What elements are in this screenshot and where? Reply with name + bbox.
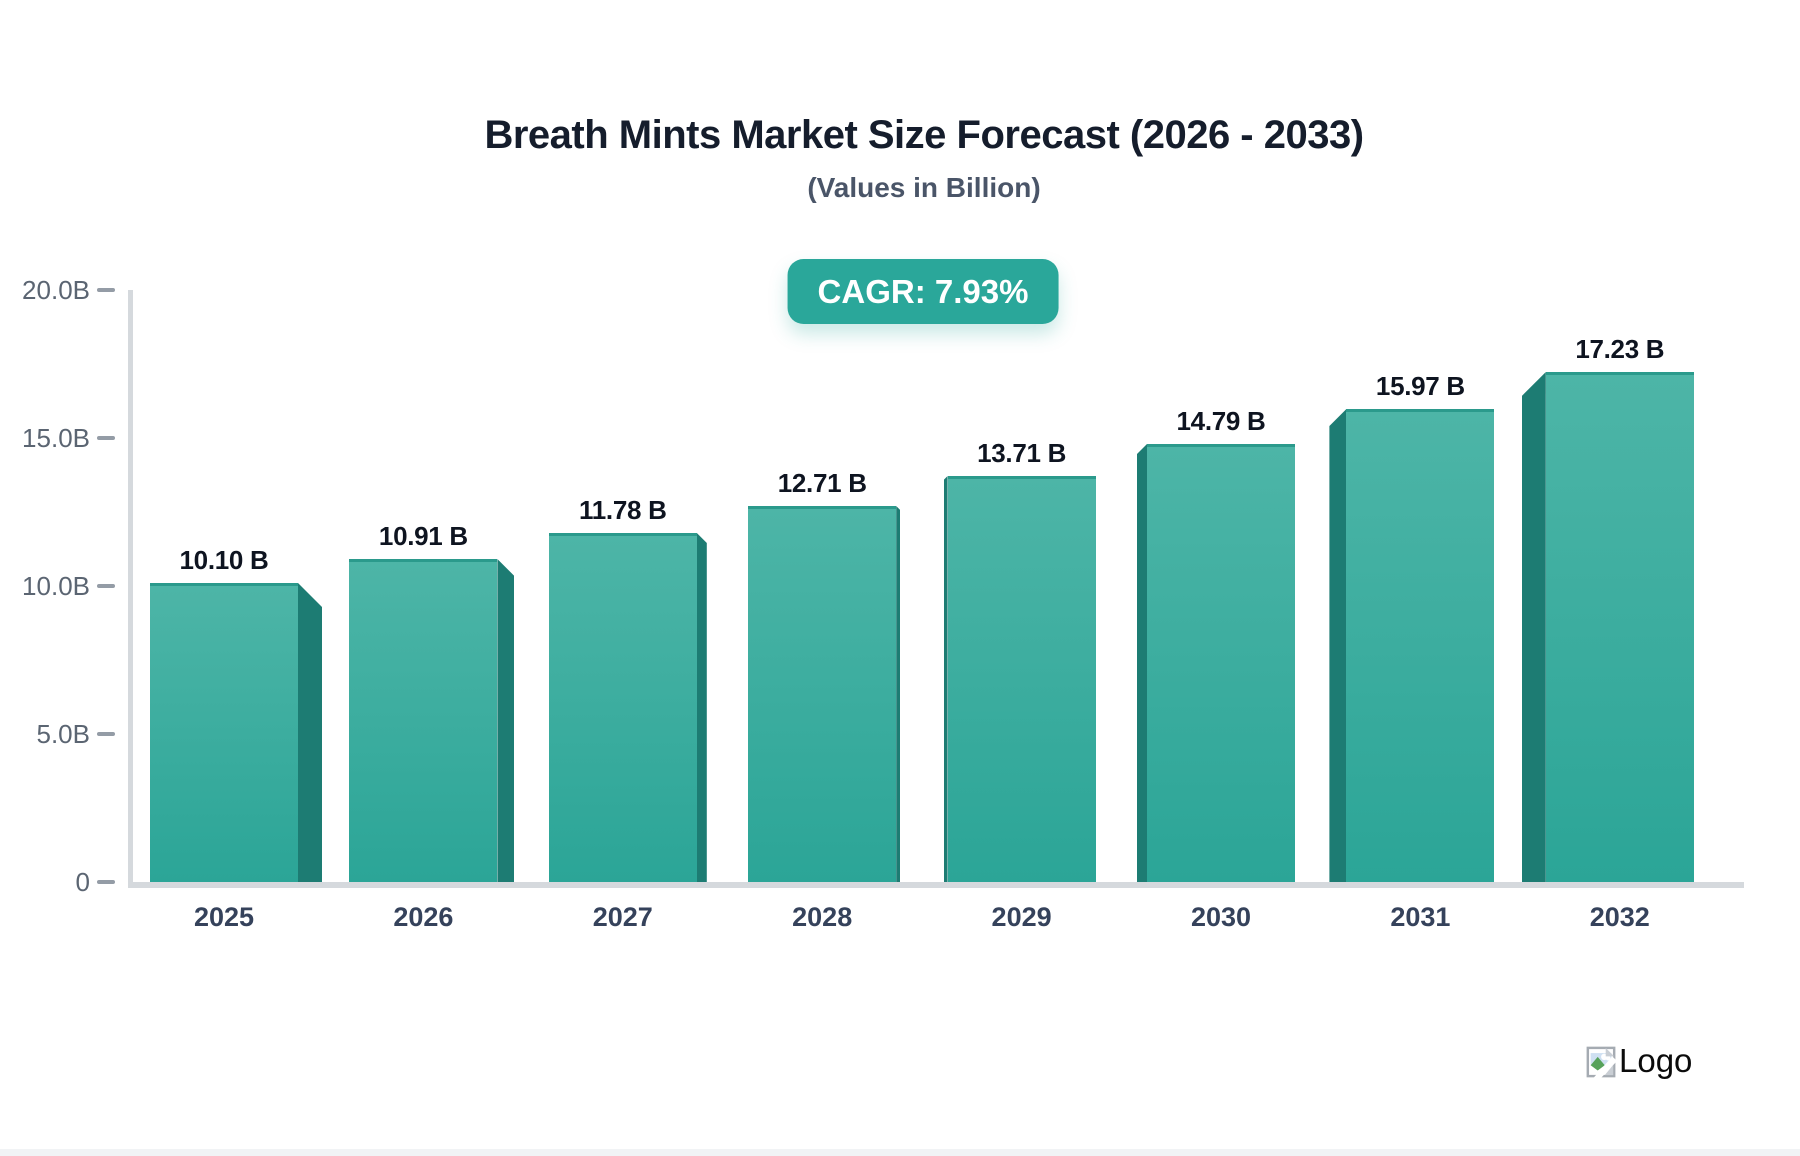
y-tick-label: 15.0B xyxy=(22,423,90,453)
y-tick xyxy=(97,436,115,440)
y-tick-label: 10.0B xyxy=(22,571,90,601)
logo: Logo xyxy=(1585,1041,1692,1081)
y-tick-label: 5.0B xyxy=(36,719,91,749)
bar-side-2029 xyxy=(943,476,948,882)
bar-side-2028 xyxy=(896,506,901,882)
x-axis-line xyxy=(128,882,1744,888)
bar-side-2031 xyxy=(1329,409,1347,882)
cagr-badge: CAGR: 7.93% xyxy=(787,259,1059,324)
y-axis-line xyxy=(128,290,133,882)
bar-2029 xyxy=(947,476,1096,882)
x-axis-label: 2031 xyxy=(1390,902,1451,932)
bar-2025 xyxy=(150,583,298,882)
bar-side-2027 xyxy=(696,533,707,882)
y-tick-label: 0 xyxy=(75,867,90,897)
bar-side-2032 xyxy=(1521,372,1546,882)
bar-2026 xyxy=(349,559,498,882)
logo-alt-text: Logo xyxy=(1619,1042,1693,1079)
bar-2031 xyxy=(1346,409,1495,882)
x-axis-label: 2030 xyxy=(1190,902,1252,932)
bar-value-label: 13.71 B xyxy=(977,438,1067,468)
bar-value-label: 12.71 B xyxy=(777,468,867,498)
bar-value-label: 10.91 B xyxy=(378,521,468,551)
bar-2027 xyxy=(548,533,697,882)
y-tick xyxy=(97,584,115,588)
y-tick xyxy=(97,732,115,736)
bar-value-label: 17.23 B xyxy=(1575,334,1665,364)
x-axis-label: 2029 xyxy=(991,902,1052,932)
broken-image-icon xyxy=(1586,1046,1617,1079)
x-axis-label: 2025 xyxy=(193,902,255,932)
y-tick xyxy=(97,288,115,292)
y-tick-label: 20.0B xyxy=(22,275,90,305)
bar-value-label: 11.78 B xyxy=(579,495,667,525)
bar-value-label: 10.10 B xyxy=(179,545,269,575)
chart-title: Breath Mints Market Size Forecast (2026 … xyxy=(484,113,1364,157)
x-axis-label: 2028 xyxy=(792,902,853,932)
x-axis-label: 2032 xyxy=(1589,902,1650,932)
bar-side-2025 xyxy=(298,583,322,882)
x-axis-label: 2027 xyxy=(592,902,653,932)
chart-subtitle: (Values in Billion) xyxy=(807,172,1041,203)
bar-value-label: 15.97 B xyxy=(1375,371,1465,401)
horizontal-scrollbar-track[interactable] xyxy=(0,1149,1800,1156)
x-axis-label: 2026 xyxy=(393,902,454,932)
y-tick xyxy=(97,880,115,884)
bar-2032 xyxy=(1545,372,1694,882)
bar-side-2030 xyxy=(1137,444,1147,882)
bar-side-2026 xyxy=(497,559,515,882)
bar-2028 xyxy=(748,506,897,882)
bar-value-label: 14.79 B xyxy=(1176,406,1266,436)
bar-2030 xyxy=(1147,444,1295,882)
